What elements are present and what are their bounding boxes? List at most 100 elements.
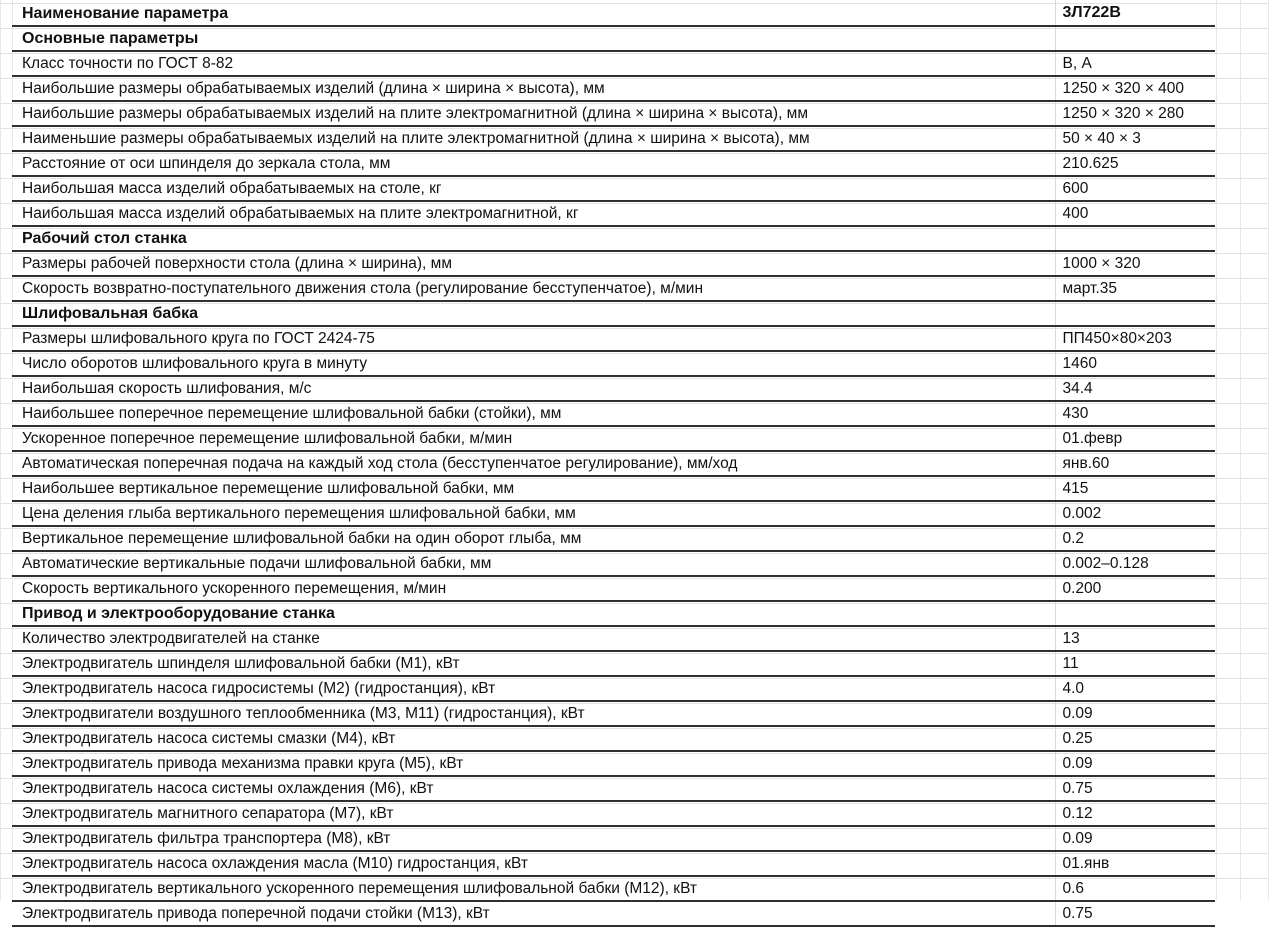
parameter-value: янв.60	[1054, 451, 1215, 477]
parameter-name: Электродвигатель привода поперечной пода…	[12, 901, 1055, 927]
parameter-value: 0.2	[1054, 526, 1215, 552]
ghost-gridline-col	[1240, 0, 1241, 900]
parameter-name: Наибольшая скорость шлифования, м/с	[12, 376, 1055, 402]
table-row: Скорость вертикального ускоренного перем…	[12, 576, 1215, 602]
table-row: Наибольшая масса изделий обрабатываемых …	[12, 176, 1215, 202]
parameter-name: Вертикальное перемещение шлифовальной ба…	[12, 526, 1055, 552]
parameter-name: Автоматические вертикальные подачи шлифо…	[12, 551, 1055, 577]
parameter-name: Электродвигатель фильтра транспортера (М…	[12, 826, 1055, 852]
parameter-value: 0.200	[1054, 576, 1215, 602]
table-row: Число оборотов шлифовального круга в мин…	[12, 351, 1215, 377]
column-header-parameter: Наименование параметра	[12, 0, 1055, 27]
table-row: Цена деления глыба вертикального перемещ…	[12, 501, 1215, 527]
parameter-value: 0.09	[1054, 701, 1215, 727]
parameter-value: 4.0	[1054, 676, 1215, 702]
parameter-value: 34.4	[1054, 376, 1215, 402]
parameter-name: Расстояние от оси шпинделя до зеркала ст…	[12, 151, 1055, 177]
table-row: Электродвигатель привода механизма правк…	[12, 751, 1215, 777]
table-row: Электродвигатель насоса системы охлажден…	[12, 776, 1215, 802]
table-row: Электродвигатели воздушного теплообменни…	[12, 701, 1215, 727]
table-row: Наибольшее поперечное перемещение шлифов…	[12, 401, 1215, 427]
parameter-name: Класс точности по ГОСТ 8-82	[12, 51, 1055, 77]
section-header-row: Основные параметры	[12, 26, 1215, 52]
parameter-value: 01.февр	[1054, 426, 1215, 452]
table-row: Наибольшее вертикальное перемещение шлиф…	[12, 476, 1215, 502]
parameter-name: Электродвигатель привода механизма правк…	[12, 751, 1055, 777]
table-row: Размеры рабочей поверхности стола (длина…	[12, 251, 1215, 277]
parameter-name: Размеры рабочей поверхности стола (длина…	[12, 251, 1055, 277]
table-row: Автоматическая поперечная подача на кажд…	[12, 451, 1215, 477]
parameter-name: Наибольшие размеры обрабатываемых издели…	[12, 101, 1055, 127]
parameter-value: 1250 × 320 × 280	[1054, 101, 1215, 127]
ghost-gridline-col	[1216, 0, 1217, 900]
table-row: Наибольшая скорость шлифования, м/с 34.4	[12, 376, 1215, 402]
section-header-row: Рабочий стол станка	[12, 226, 1215, 252]
parameter-value: 0.75	[1054, 776, 1215, 802]
parameter-value: 1250 × 320 × 400	[1054, 76, 1215, 102]
table-row: Наибольшие размеры обрабатываемых издели…	[12, 76, 1215, 102]
parameter-name: Наибольшее вертикальное перемещение шлиф…	[12, 476, 1055, 502]
table-row: Электродвигатель фильтра транспортера (М…	[12, 826, 1215, 852]
parameter-name: Автоматическая поперечная подача на кажд…	[12, 451, 1055, 477]
parameter-value: 600	[1054, 176, 1215, 202]
parameter-name: Число оборотов шлифовального круга в мин…	[12, 351, 1055, 377]
table-row: Электродвигатель магнитного сепаратора (…	[12, 801, 1215, 827]
parameter-name: Наибольшее поперечное перемещение шлифов…	[12, 401, 1055, 427]
parameter-value: 0.09	[1054, 751, 1215, 777]
parameter-value: 50 × 40 × 3	[1054, 126, 1215, 152]
ghost-gridline-col	[0, 0, 1, 900]
parameter-value: 1000 × 320	[1054, 251, 1215, 277]
section-header-row: Шлифовальная бабка	[12, 301, 1215, 327]
table-row: Количество электродвигателей на станке 13	[12, 626, 1215, 652]
table-header-row: Наименование параметра 3Л722В	[12, 0, 1215, 27]
table-row: Скорость возвратно-поступательного движе…	[12, 276, 1215, 302]
parameter-name: Ускоренное поперечное перемещение шлифов…	[12, 426, 1055, 452]
parameter-name: Электродвигатель насоса системы смазки (…	[12, 726, 1055, 752]
section-title: Основные параметры	[12, 26, 1055, 52]
parameter-value: 415	[1054, 476, 1215, 502]
section-title: Привод и электрооборудование станка	[12, 601, 1055, 627]
table-row: Наименьшие размеры обрабатываемых издели…	[12, 126, 1215, 152]
section-header-row: Привод и электрооборудование станка	[12, 601, 1215, 627]
table-row: Размеры шлифовального круга по ГОСТ 2424…	[12, 326, 1215, 352]
parameter-name: Наибольшие размеры обрабатываемых издели…	[12, 76, 1055, 102]
table-row: Электродвигатель насоса гидросистемы (М2…	[12, 676, 1215, 702]
parameter-value: 11	[1054, 651, 1215, 677]
section-title: Рабочий стол станка	[12, 226, 1055, 252]
section-title: Шлифовальная бабка	[12, 301, 1055, 327]
parameter-value: 0.25	[1054, 726, 1215, 752]
table-row: Электродвигатель насоса системы смазки (…	[12, 726, 1215, 752]
parameter-name: Электродвигатель насоса охлаждения масла…	[12, 851, 1055, 877]
parameter-value: 430	[1054, 401, 1215, 427]
parameter-value: 0.12	[1054, 801, 1215, 827]
table-row: Электродвигатель вертикального ускоренно…	[12, 876, 1215, 902]
table-row: Электродвигатель насоса охлаждения масла…	[12, 851, 1215, 877]
parameter-value	[1054, 26, 1215, 52]
parameter-name: Цена деления глыба вертикального перемещ…	[12, 501, 1055, 527]
parameter-name: Электродвигатель вертикального ускоренно…	[12, 876, 1055, 902]
parameter-value	[1054, 301, 1215, 327]
table-row: Наибольшие размеры обрабатываемых издели…	[12, 101, 1215, 127]
parameter-value: 0.75	[1054, 901, 1215, 927]
table-row: Наибольшая масса изделий обрабатываемых …	[12, 201, 1215, 227]
table-row: Автоматические вертикальные подачи шлифо…	[12, 551, 1215, 577]
parameter-value: 0.002–0.128	[1054, 551, 1215, 577]
parameter-name: Размеры шлифовального круга по ГОСТ 2424…	[12, 326, 1055, 352]
specifications-table: Наименование параметра 3Л722В Основные п…	[12, 0, 1215, 927]
parameter-value: 210.625	[1054, 151, 1215, 177]
parameter-name: Наибольшая масса изделий обрабатываемых …	[12, 176, 1055, 202]
column-header-model: 3Л722В	[1054, 0, 1215, 27]
parameter-value: март.35	[1054, 276, 1215, 302]
parameter-name: Наибольшая масса изделий обрабатываемых …	[12, 201, 1055, 227]
parameter-value: ПП450×80×203	[1054, 326, 1215, 352]
parameter-name: Скорость возвратно-поступательного движе…	[12, 276, 1055, 302]
table-row: Электродвигатель шпинделя шлифовальной б…	[12, 651, 1215, 677]
parameter-name: Наименьшие размеры обрабатываемых издели…	[12, 126, 1055, 152]
parameter-name: Электродвигатель насоса гидросистемы (М2…	[12, 676, 1055, 702]
parameter-value	[1054, 226, 1215, 252]
table-row: Вертикальное перемещение шлифовальной ба…	[12, 526, 1215, 552]
parameter-value: 13	[1054, 626, 1215, 652]
parameter-value: 0.6	[1054, 876, 1215, 902]
parameter-name: Скорость вертикального ускоренного перем…	[12, 576, 1055, 602]
